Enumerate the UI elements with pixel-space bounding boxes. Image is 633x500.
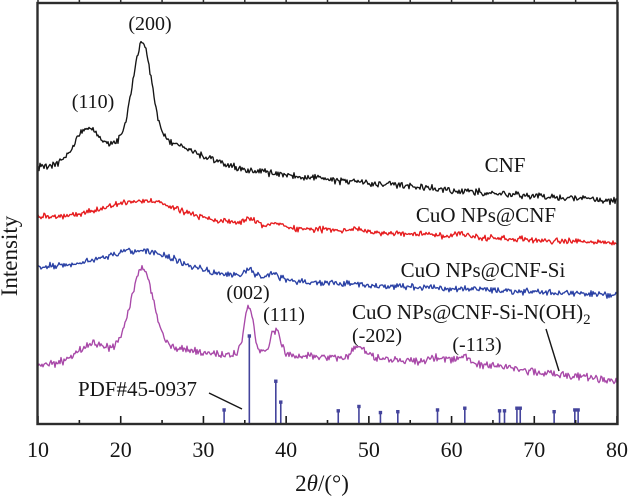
x-tick-label: 80 bbox=[606, 437, 628, 462]
x-tick-labels: 10 20 30 40 50 60 70 80 bbox=[27, 437, 628, 462]
reference-line-cap bbox=[497, 409, 502, 413]
y-axis-label: Intensity bbox=[0, 215, 22, 296]
reference-line-cap bbox=[515, 406, 519, 410]
peak-label-002: (002) bbox=[226, 282, 269, 304]
reference-line-cap bbox=[279, 400, 283, 404]
reference-line-cap bbox=[247, 334, 252, 338]
reference-line-cap bbox=[573, 408, 577, 412]
x-tick-label: 70 bbox=[523, 437, 545, 462]
reference-line-cap bbox=[576, 408, 580, 412]
reference-line-cap bbox=[222, 408, 226, 412]
x-tick-label: 10 bbox=[27, 437, 49, 462]
xrd-curve-4 bbox=[37, 265, 618, 385]
peak-label-m113: (-113) bbox=[452, 334, 501, 356]
reference-line-cap bbox=[552, 409, 556, 414]
xrd-curve-2 bbox=[37, 197, 618, 246]
curve-label-cuo-cnf: CuO NPs@CNF bbox=[416, 203, 556, 227]
reference-line-cap bbox=[378, 410, 383, 415]
reference-line-cap bbox=[518, 406, 522, 410]
x-tick-label: 50 bbox=[358, 437, 380, 462]
curve-label-cnf: CNF bbox=[485, 153, 526, 177]
plot-frame bbox=[36, 1, 619, 426]
reference-pattern-layer bbox=[222, 334, 580, 423]
x-tick-label: 60 bbox=[441, 437, 463, 462]
reference-line-cap bbox=[357, 404, 361, 409]
reference-line-cap bbox=[274, 379, 278, 383]
x-tick-label: 20 bbox=[110, 437, 132, 462]
pdf-reference-label: PDF#45-0937 bbox=[78, 377, 197, 401]
curve-label-cuo-cnf-si-noh: CuO NPs@CNF-Si-N(OH)2 bbox=[352, 300, 591, 328]
curves-layer bbox=[37, 40, 618, 385]
reference-line-cap bbox=[502, 409, 507, 413]
reference-line-cap bbox=[463, 406, 467, 410]
curve-label-cuo-cnf-si: CuO NPs@CNF-Si bbox=[401, 258, 566, 282]
x-axis-label: 2θ/(°) bbox=[295, 471, 349, 496]
reference-line-cap bbox=[435, 408, 440, 412]
xrd-curve-1 bbox=[37, 40, 618, 206]
x-tick-label: 30 bbox=[192, 437, 214, 462]
peak-label-m202: (-202) bbox=[352, 325, 402, 347]
peak-label-111: (111) bbox=[263, 304, 305, 326]
peak-label-200: (200) bbox=[128, 13, 171, 35]
reference-line-cap bbox=[336, 409, 340, 413]
x-tick-label: 40 bbox=[275, 437, 297, 462]
xrd-curve-3 bbox=[37, 247, 618, 299]
pdf-leader-line bbox=[208, 392, 243, 410]
x-axis-ticks bbox=[37, 416, 618, 424]
reference-line-cap bbox=[396, 409, 400, 414]
sample-leader-line bbox=[545, 328, 560, 372]
peak-label-110: (110) bbox=[72, 91, 115, 113]
